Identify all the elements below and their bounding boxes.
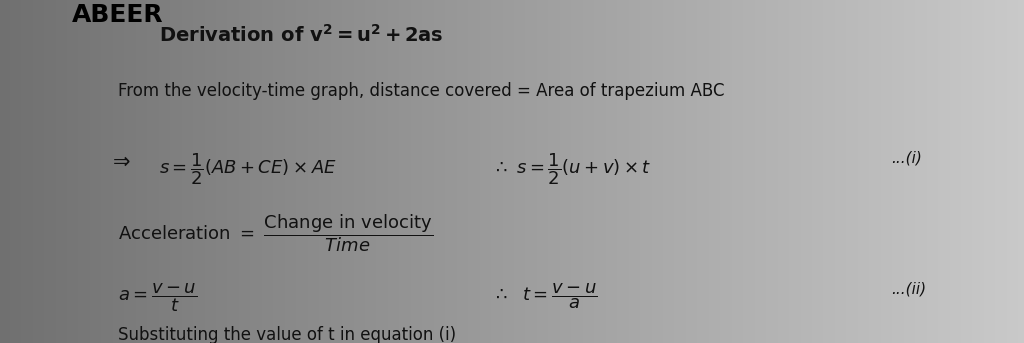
Text: ...(ii): ...(ii) bbox=[891, 281, 926, 296]
Text: ABEER: ABEER bbox=[72, 3, 163, 27]
Text: $\therefore\ s = \dfrac{1}{2}(u + v) \times t$: $\therefore\ s = \dfrac{1}{2}(u + v) \ti… bbox=[492, 151, 651, 187]
Text: Acceleration $=$ $\dfrac{\mathrm{Change\ in\ velocity}}{\mathit{Time}}$: Acceleration $=$ $\dfrac{\mathrm{Change\… bbox=[118, 213, 433, 254]
Text: ...(i): ...(i) bbox=[891, 151, 922, 166]
Text: Substituting the value of t in equation (i): Substituting the value of t in equation … bbox=[118, 326, 456, 343]
Text: Derivation of $\mathbf{v^2 = u^2 + 2as}$: Derivation of $\mathbf{v^2 = u^2 + 2as}$ bbox=[159, 24, 443, 46]
Text: $\Rightarrow$: $\Rightarrow$ bbox=[108, 151, 130, 171]
Text: $a = \dfrac{v-u}{t}$: $a = \dfrac{v-u}{t}$ bbox=[118, 281, 197, 314]
Text: $s = \dfrac{1}{2}(AB + CE) \times AE$: $s = \dfrac{1}{2}(AB + CE) \times AE$ bbox=[159, 151, 337, 187]
Text: $\therefore\ \ t = \dfrac{v-u}{a}$: $\therefore\ \ t = \dfrac{v-u}{a}$ bbox=[492, 281, 597, 311]
Text: From the velocity-time graph, distance covered = Area of trapezium ABC: From the velocity-time graph, distance c… bbox=[118, 82, 724, 100]
